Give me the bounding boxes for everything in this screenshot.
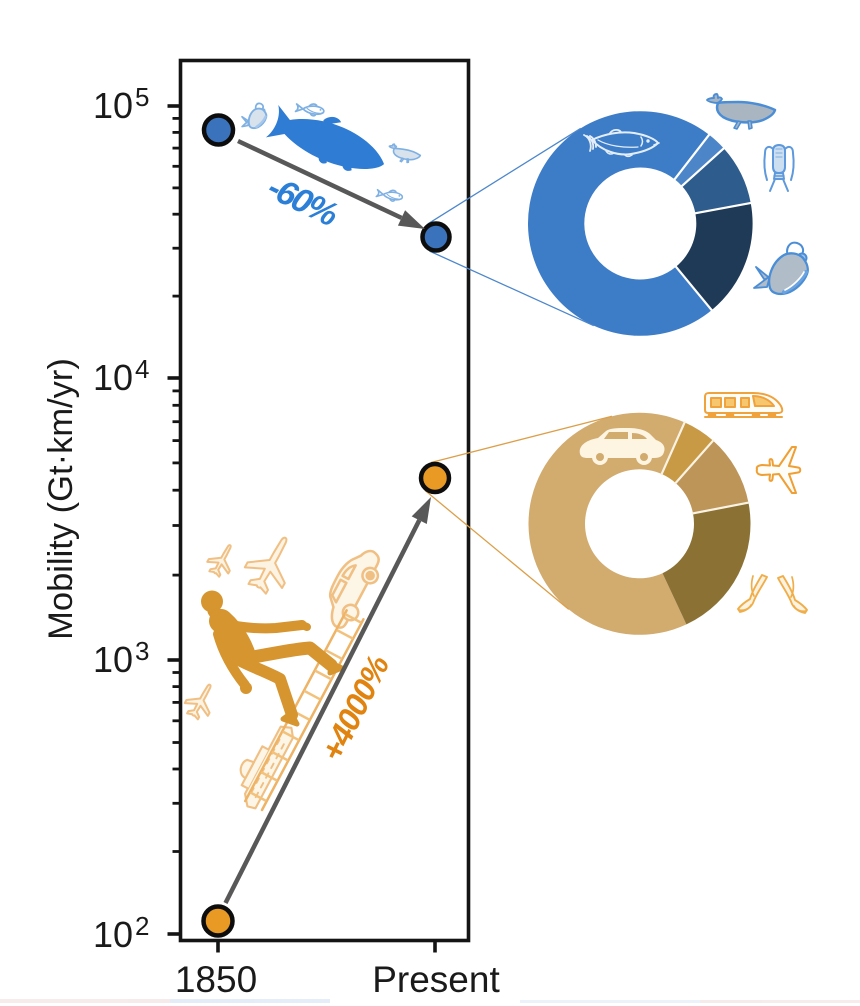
svg-text:3: 3: [135, 636, 149, 666]
svg-text:Mobility (Gt·km/yr): Mobility (Gt·km/yr): [42, 358, 80, 640]
svg-text:1850: 1850: [175, 959, 257, 1000]
svg-text:Present: Present: [372, 959, 500, 1000]
svg-text:10: 10: [93, 639, 133, 680]
svg-text:4: 4: [135, 354, 149, 384]
svg-text:10: 10: [93, 357, 133, 398]
svg-text:5: 5: [135, 82, 149, 112]
svg-text:10: 10: [93, 914, 133, 955]
svg-text:2: 2: [135, 911, 149, 941]
svg-text:10: 10: [93, 85, 133, 126]
